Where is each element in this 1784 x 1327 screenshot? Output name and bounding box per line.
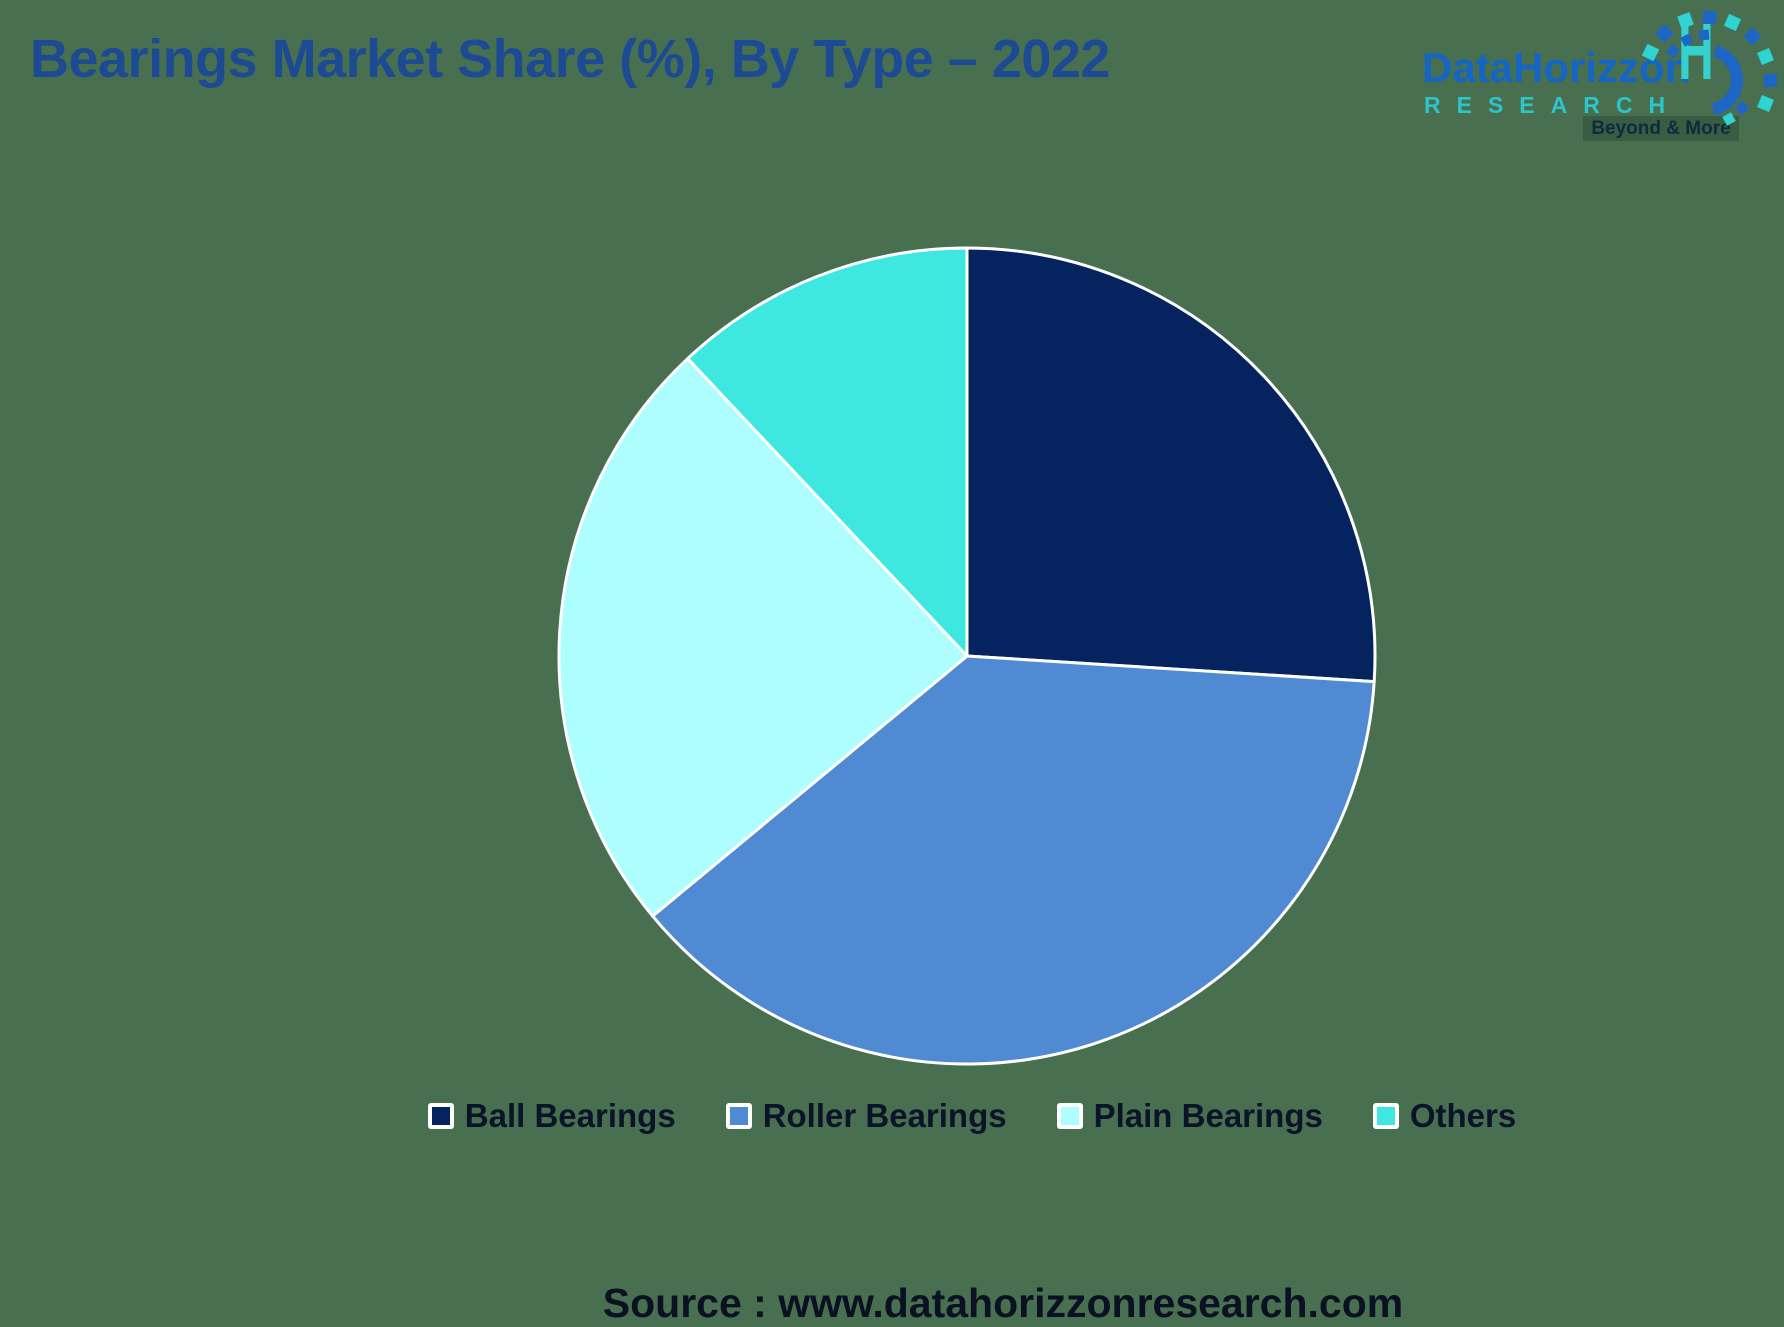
logo-tagline: Beyond & More [1583, 116, 1739, 141]
legend-item-ball-bearings: Ball Bearings [427, 1097, 676, 1135]
source-text: Source : www.datahorizzonresearch.com [602, 1280, 1404, 1326]
legend-swatch [431, 1107, 450, 1125]
monogram-crescent-icon [1711, 45, 1743, 116]
legend-swatch-frame [1056, 1103, 1083, 1129]
page-title: Bearings Market Share (%), By Type – 202… [30, 29, 1110, 89]
legend-swatch-frame [1372, 1103, 1399, 1129]
legend-item-roller-bearings: Roller Bearings [725, 1097, 1007, 1135]
pie-slice-roller-bearings [651, 654, 1376, 1066]
monogram-ray-square [1702, 10, 1716, 24]
pie-slice-others [686, 246, 969, 658]
logo-monogram: H [1641, 0, 1784, 150]
legend-swatch [1376, 1107, 1395, 1125]
legend-label: Roller Bearings [762, 1097, 1007, 1134]
legend-label: Plain Bearings [1093, 1097, 1323, 1134]
pie-slice-ball-bearings [965, 246, 1377, 684]
legend-swatch [1060, 1107, 1079, 1125]
monogram-ray-square [1698, 29, 1710, 41]
legend-swatch-frame [427, 1103, 454, 1129]
pie-svg [557, 246, 1377, 1066]
logo-research-label: RESEARCH [1424, 92, 1682, 118]
pie-chart [547, 236, 1387, 1076]
legend-label: Ball Bearings [464, 1097, 676, 1134]
legend-swatch [729, 1107, 748, 1125]
pie-slice-plain-bearings [557, 357, 969, 918]
legend-swatch-frame [725, 1103, 752, 1129]
legend-label: Others [1409, 1097, 1517, 1134]
logo: DataHorizzon RESEARCH Beyond & More H [1405, 0, 1784, 150]
monogram-ray-square [1763, 73, 1777, 87]
legend-item-plain-bearings: Plain Bearings [1056, 1097, 1323, 1135]
legend-item-others: Others [1372, 1097, 1517, 1135]
legend: Ball Bearings Roller Bearings Plain Bear… [80, 1094, 1784, 1138]
